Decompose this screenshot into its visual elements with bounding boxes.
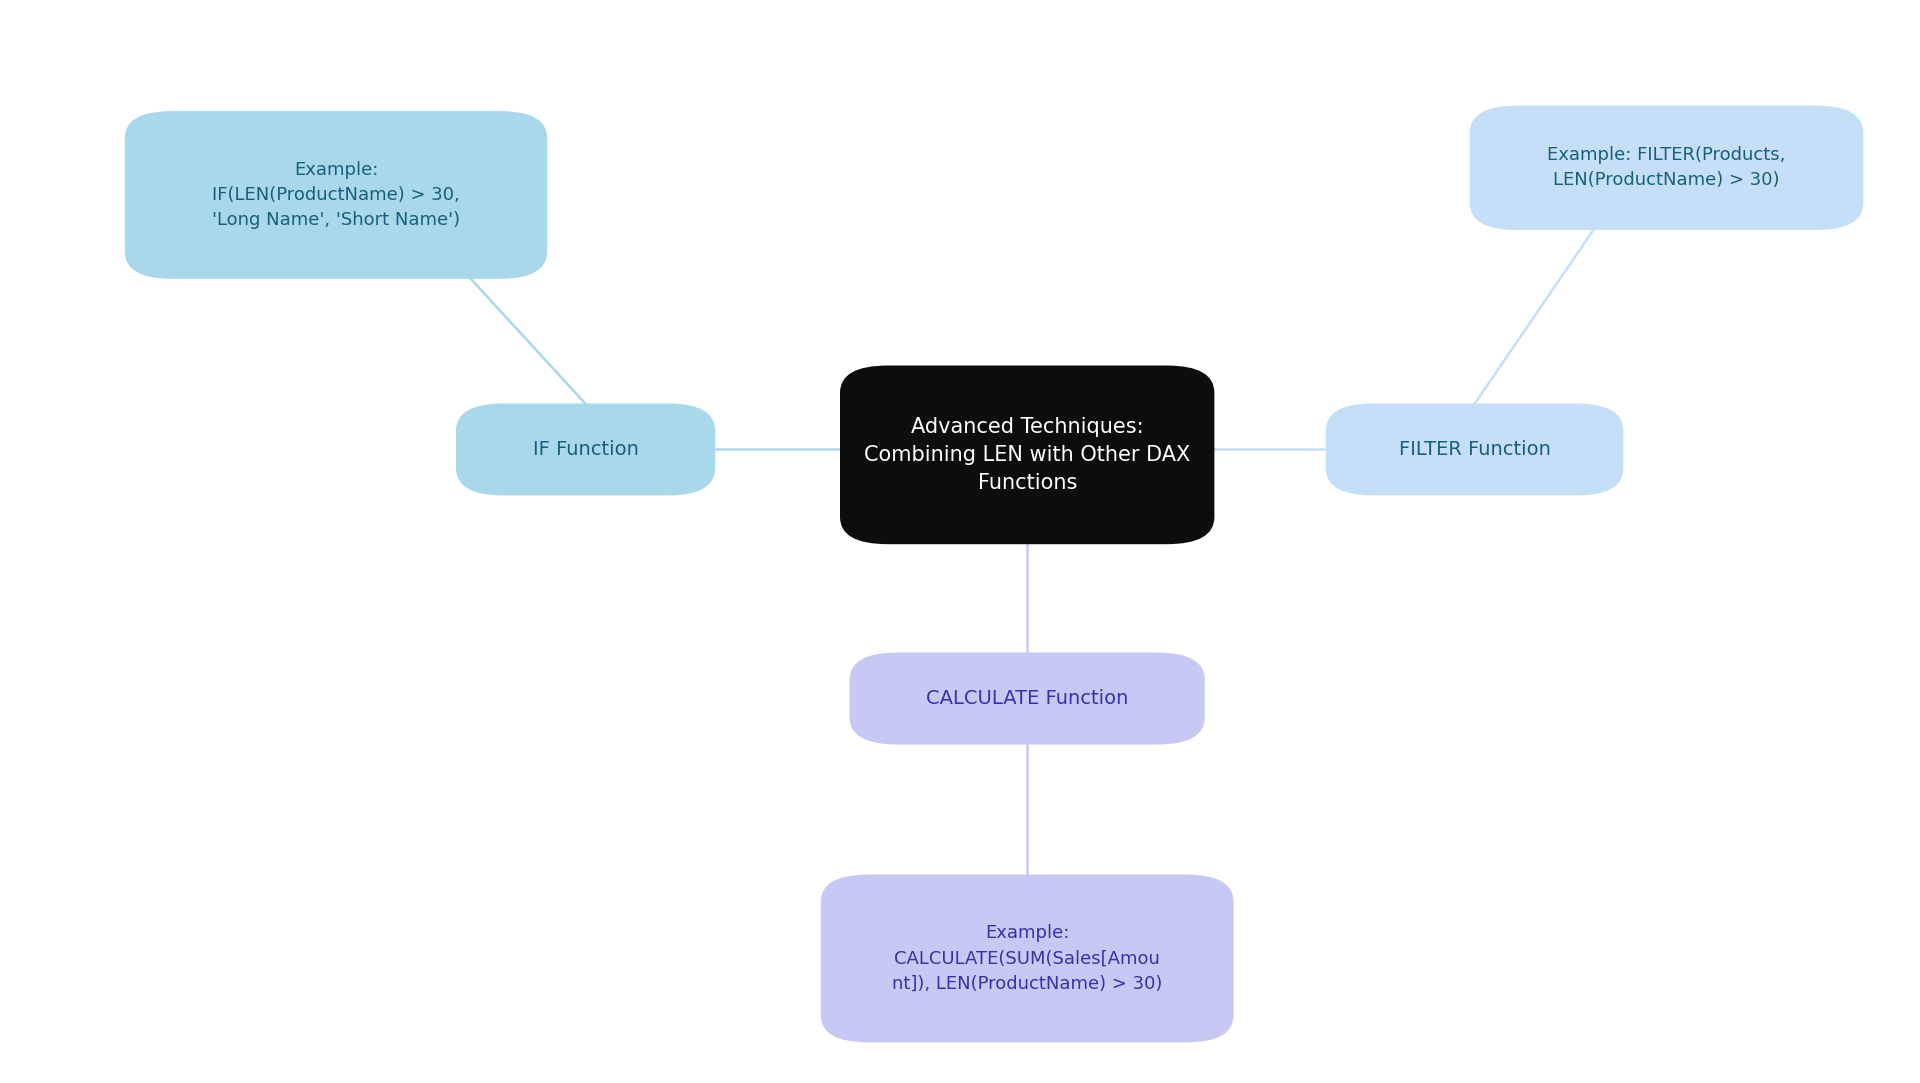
- FancyBboxPatch shape: [1325, 404, 1624, 496]
- Text: CALCULATE Function: CALCULATE Function: [925, 689, 1129, 708]
- FancyBboxPatch shape: [1471, 106, 1862, 231]
- FancyBboxPatch shape: [849, 652, 1206, 745]
- Text: Example: FILTER(Products,
LEN(ProductName) > 30): Example: FILTER(Products, LEN(ProductNam…: [1548, 146, 1786, 190]
- Text: Advanced Techniques:
Combining LEN with Other DAX
Functions: Advanced Techniques: Combining LEN with …: [864, 417, 1190, 493]
- FancyBboxPatch shape: [841, 366, 1215, 545]
- Text: IF Function: IF Function: [532, 440, 639, 459]
- Text: Example:
IF(LEN(ProductName) > 30,
'Long Name', 'Short Name'): Example: IF(LEN(ProductName) > 30, 'Long…: [211, 161, 461, 229]
- FancyBboxPatch shape: [822, 875, 1235, 1042]
- FancyBboxPatch shape: [457, 404, 714, 496]
- Text: Example:
CALCULATE(SUM(Sales[Amou
nt]), LEN(ProductName) > 30): Example: CALCULATE(SUM(Sales[Amou nt]), …: [893, 925, 1162, 992]
- FancyBboxPatch shape: [125, 112, 547, 279]
- Text: FILTER Function: FILTER Function: [1398, 440, 1551, 459]
